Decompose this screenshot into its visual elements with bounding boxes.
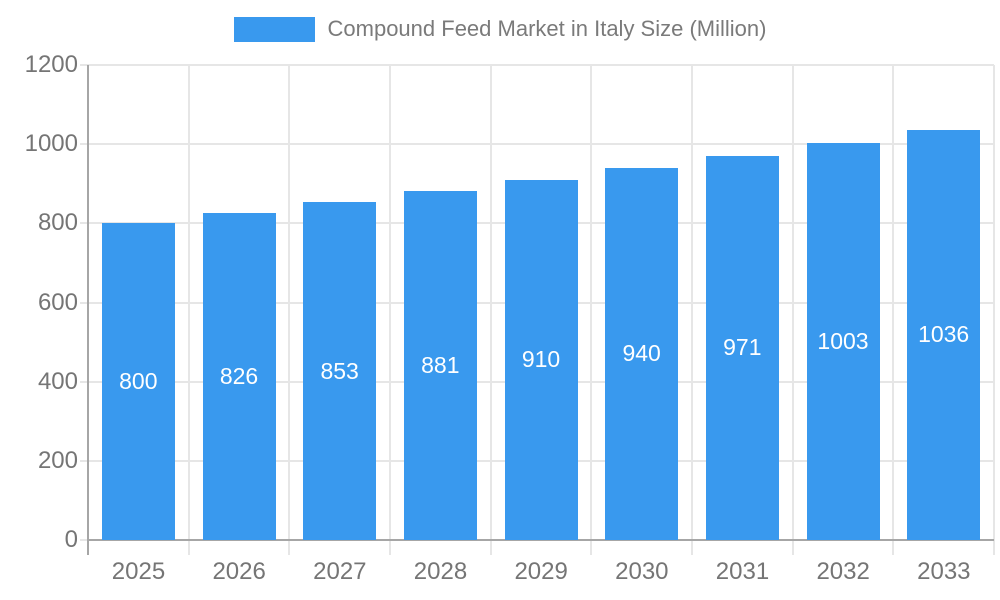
bar-value-label: 800 xyxy=(119,368,158,395)
x-tick-mark xyxy=(87,540,89,555)
legend: Compound Feed Market in Italy Size (Mill… xyxy=(0,16,1000,42)
v-gridline xyxy=(187,65,190,540)
y-tick-label: 400 xyxy=(37,367,78,395)
v-gridline xyxy=(691,65,693,540)
h-gridline xyxy=(88,64,994,66)
x-tick-mark xyxy=(892,540,895,555)
bar: 853 xyxy=(303,202,377,540)
v-gridline xyxy=(489,65,492,540)
y-tick-mark xyxy=(80,64,88,66)
bar-value-label: 826 xyxy=(219,363,259,389)
bar-value-label: 971 xyxy=(723,334,762,361)
bar-value-label: 853 xyxy=(320,357,359,384)
bar: 826 xyxy=(202,213,276,540)
y-tick-label: 1200 xyxy=(24,51,78,78)
x-tick-mark xyxy=(489,540,492,555)
x-tick-label: 2031 xyxy=(715,558,770,585)
y-tick-mark xyxy=(80,539,88,541)
legend-swatch xyxy=(233,16,315,42)
y-tick-label: 1000 xyxy=(24,130,78,158)
y-tick-mark xyxy=(80,459,88,462)
x-tick-label: 2028 xyxy=(413,558,468,585)
x-tick-label: 2032 xyxy=(816,558,870,585)
x-tick-label: 2033 xyxy=(917,558,971,585)
bar: 940 xyxy=(605,167,679,540)
x-tick-mark xyxy=(389,540,391,555)
x-tick-label: 2025 xyxy=(111,558,166,585)
y-tick-label: 600 xyxy=(37,288,78,316)
y-tick-label: 800 xyxy=(37,209,78,237)
y-axis-line xyxy=(87,65,89,542)
bar-value-label: 910 xyxy=(521,346,561,373)
x-tick-mark xyxy=(590,540,593,555)
v-gridline xyxy=(791,65,794,540)
bar-value-label: 940 xyxy=(622,340,661,367)
y-tick-label: 200 xyxy=(37,446,78,474)
x-tick-mark xyxy=(791,540,794,555)
x-tick-mark xyxy=(288,540,291,555)
y-tick-mark xyxy=(80,143,88,146)
y-tick-mark xyxy=(80,222,88,225)
bar-value-label: 1003 xyxy=(817,327,869,354)
y-tick-mark xyxy=(80,301,88,304)
x-tick-label: 2029 xyxy=(514,558,568,585)
bar: 910 xyxy=(504,179,578,540)
h-gridline xyxy=(88,143,994,146)
x-tick-mark xyxy=(993,540,995,555)
x-tick-mark xyxy=(187,540,190,555)
v-gridline xyxy=(590,65,593,540)
bar: 1036 xyxy=(907,129,981,540)
bar-value-label: 1036 xyxy=(918,321,970,348)
v-gridline xyxy=(892,65,895,540)
v-gridline xyxy=(389,65,391,540)
bar: 971 xyxy=(705,155,779,540)
legend-label: Compound Feed Market in Italy Size (Mill… xyxy=(327,16,767,41)
v-gridline xyxy=(993,65,995,540)
bar: 1003 xyxy=(806,142,880,540)
y-tick-label: 0 xyxy=(64,526,78,553)
v-gridline xyxy=(288,65,291,540)
x-tick-label: 2026 xyxy=(212,558,266,585)
x-tick-mark xyxy=(691,540,693,555)
x-tick-label: 2027 xyxy=(313,558,367,585)
bar: 881 xyxy=(403,191,477,540)
bar: 800 xyxy=(101,223,175,540)
y-tick-mark xyxy=(80,380,88,383)
x-axis-line xyxy=(88,539,994,541)
bar-value-label: 881 xyxy=(421,352,460,379)
x-tick-label: 2030 xyxy=(615,558,669,585)
